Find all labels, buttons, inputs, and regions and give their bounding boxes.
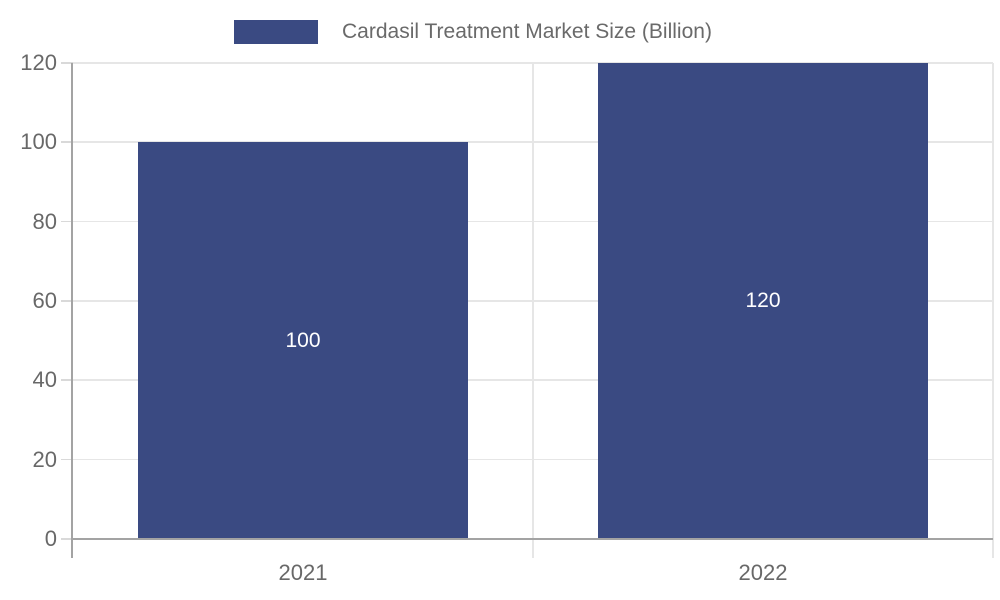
legend[interactable]: Cardasil Treatment Market Size (Billion) [234,18,712,46]
bar-value-label-2021: 100 [285,328,321,352]
x-boundary-gridline-2 [992,63,994,558]
legend-swatch [234,20,318,44]
legend-label: Cardasil Treatment Market Size (Billion) [342,20,712,43]
x-axis-line [73,538,993,540]
y-tick-label-40: 40 [32,367,57,393]
y-tick-100 [61,141,73,143]
y-tick-60 [61,300,73,302]
y-tick-80 [61,220,73,223]
y-tick-120 [61,62,73,64]
x-tick-label-2022: 2022 [738,560,788,585]
bar-2022[interactable] [598,63,928,539]
y-axis-line [71,63,73,558]
y-tick-label-100: 100 [20,129,57,155]
y-tick-20 [61,458,73,461]
y-tick-40 [61,379,73,381]
x-tick-label-2021: 2021 [278,560,328,585]
y-tick-label-20: 20 [32,446,57,472]
y-tick-label-0: 0 [44,526,57,551]
y-tick-label-120: 120 [20,50,57,75]
bar-2021[interactable] [138,142,468,539]
bar-value-label-2022: 120 [745,289,781,312]
y-tick-label-60: 60 [32,288,57,313]
y-tick-0 [61,538,73,540]
y-tick-label-80: 80 [32,208,57,234]
x-boundary-gridline-1 [532,63,534,558]
y-gridline-120 [73,62,993,64]
